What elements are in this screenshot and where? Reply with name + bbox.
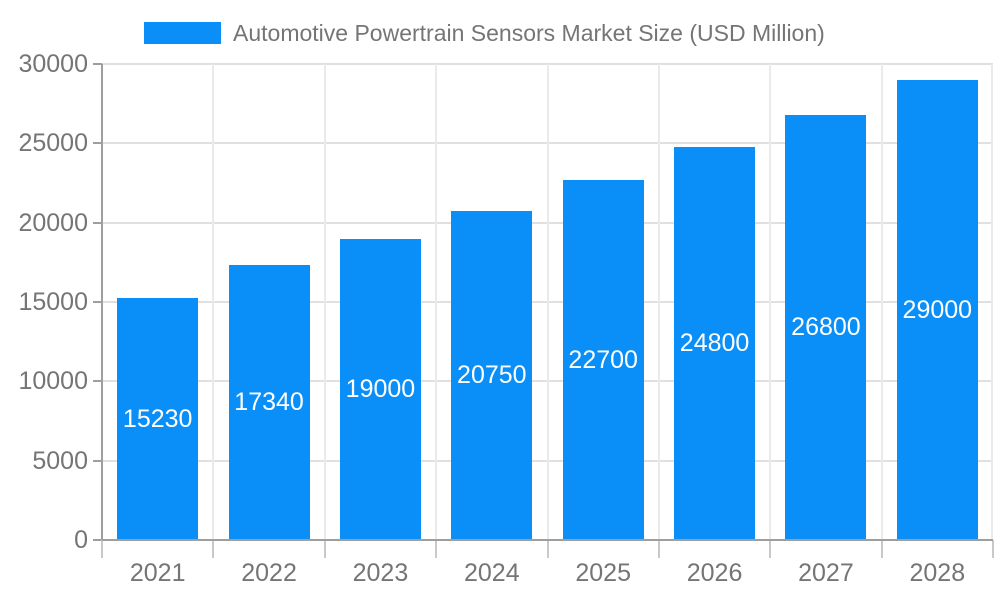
x-tick-label: 2022	[241, 559, 297, 587]
x-tick-mark	[546, 540, 549, 558]
y-tick-label: 15000	[18, 288, 88, 316]
bar-2021[interactable]: 15230	[117, 298, 199, 540]
x-tick-mark	[323, 540, 326, 558]
y-tick-mark	[93, 539, 102, 541]
gridline-v	[880, 64, 883, 540]
x-tick-mark	[769, 540, 772, 558]
bar-2024[interactable]: 20750	[451, 210, 533, 540]
chart-legend[interactable]: Automotive Powertrain Sensors Market Siz…	[0, 0, 1000, 56]
bar-value-label: 15230	[122, 405, 193, 434]
gridline-v	[212, 64, 215, 540]
bar-2025[interactable]: 22700	[562, 179, 644, 540]
y-tick-label: 25000	[18, 129, 88, 158]
y-tick-label: 0	[74, 526, 88, 554]
x-tick-label: 2025	[575, 559, 631, 587]
bar-2023[interactable]: 19000	[339, 238, 421, 540]
y-tick-mark	[93, 380, 102, 383]
x-tick-mark	[101, 540, 103, 558]
bar-2022[interactable]: 17340	[228, 264, 310, 540]
y-tick-label: 5000	[32, 446, 88, 475]
legend-swatch	[144, 22, 221, 44]
x-tick-mark	[992, 540, 994, 558]
bar-value-label: 29000	[902, 295, 973, 324]
gridline-v	[769, 64, 772, 540]
y-tick-label: 30000	[18, 50, 88, 78]
y-axis-line	[101, 64, 103, 540]
x-tick-mark	[657, 540, 660, 558]
x-axis-line	[102, 539, 993, 541]
bar-value-label: 17340	[234, 388, 304, 417]
bar-value-label: 20750	[457, 361, 527, 390]
x-tick-label: 2026	[686, 559, 743, 587]
plot-area: 15230 17340 19000 20750 22700 24800 26800 29000	[93, 63, 994, 558]
bar-2028[interactable]: 29000	[896, 79, 978, 540]
x-tick-mark	[212, 540, 215, 558]
x-tick-label: 2024	[464, 559, 520, 587]
gridline-v	[323, 64, 326, 540]
x-tick-label: 2023	[352, 559, 409, 587]
y-tick-mark	[93, 63, 102, 65]
x-tick-mark	[435, 540, 438, 558]
bar-2027[interactable]: 26800	[785, 114, 867, 540]
x-tick-label: 2021	[129, 559, 186, 587]
y-tick-mark	[93, 142, 102, 145]
bar-value-label: 22700	[568, 345, 638, 374]
y-tick-mark	[93, 459, 102, 462]
gridline-v	[657, 64, 660, 540]
y-tick-label: 20000	[18, 208, 88, 237]
y-tick-label: 10000	[18, 367, 88, 396]
x-tick-label: 2027	[798, 559, 854, 587]
bar-value-label: 24800	[679, 329, 750, 358]
bar-2026[interactable]: 24800	[674, 146, 756, 540]
gridline-v	[435, 64, 438, 540]
y-tick-mark	[93, 221, 102, 224]
legend-label: Automotive Powertrain Sensors Market Siz…	[233, 20, 825, 46]
x-tick-mark	[880, 540, 883, 558]
y-tick-mark	[93, 301, 102, 303]
gridline-v	[546, 64, 549, 540]
bar-value-label: 26800	[791, 313, 861, 342]
gridline-v	[991, 64, 993, 540]
x-tick-label: 2028	[909, 559, 966, 587]
bar-value-label: 19000	[345, 375, 416, 404]
